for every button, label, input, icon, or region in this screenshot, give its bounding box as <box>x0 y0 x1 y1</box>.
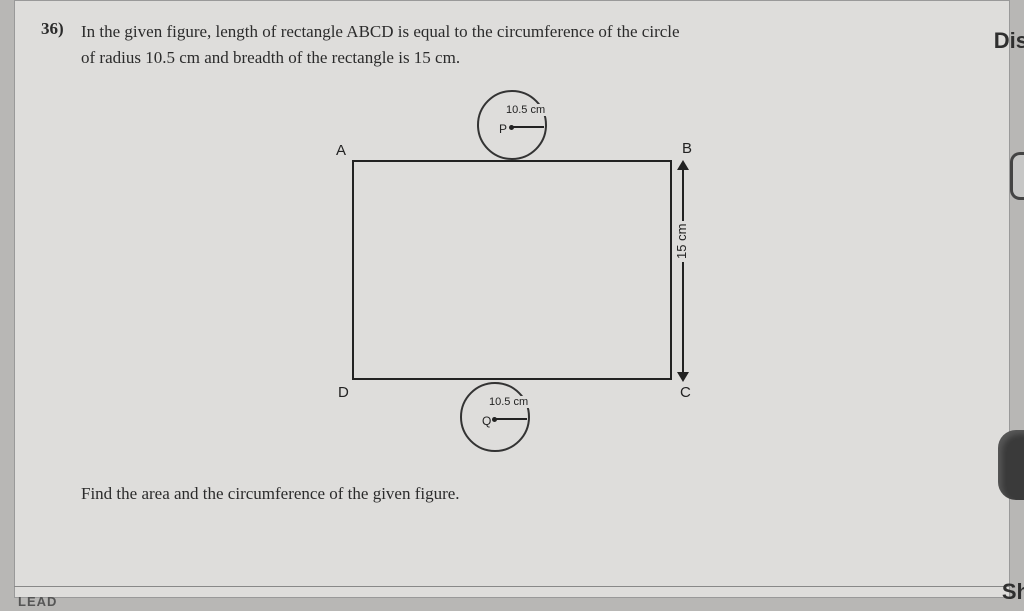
page: 36) In the given figure, length of recta… <box>14 0 1010 598</box>
dimension-line <box>682 162 684 380</box>
question-final-line: Find the area and the circumference of t… <box>81 484 983 504</box>
arrow-down-icon <box>677 372 689 382</box>
breadth-dimension: 15 cm <box>672 162 696 380</box>
circle-top-center-label: P <box>499 122 507 136</box>
question-line-2: of radius 10.5 cm and breadth of the rec… <box>81 48 460 67</box>
corner-label-b: B <box>682 140 692 157</box>
corner-label-c: C <box>680 384 691 401</box>
circle-bottom-radius-line <box>495 418 527 420</box>
footer-fragment: LEAD <box>18 594 57 609</box>
question-number: 36) <box>41 19 71 72</box>
edge-hand-shape <box>998 430 1024 500</box>
figure: 10.5 cm P A B C D 15 cm 10.5 cm Q <box>292 78 732 478</box>
rectangle-abcd <box>352 160 672 380</box>
divider-line <box>14 586 1010 587</box>
circle-top-radius-line <box>512 126 544 128</box>
corner-label-d: D <box>338 384 349 401</box>
question-text: In the given figure, length of rectangle… <box>81 19 680 72</box>
circle-bottom-radius-label: 10.5 cm <box>488 396 529 408</box>
circle-top: 10.5 cm P <box>477 90 547 160</box>
circle-top-radius-label: 10.5 cm <box>505 104 546 116</box>
edge-text-dis: Dis <box>994 28 1024 54</box>
figure-wrapper: 10.5 cm P A B C D 15 cm 10.5 cm Q <box>41 78 983 478</box>
edge-shape-icon <box>1010 152 1024 200</box>
circle-bottom-center-label: Q <box>482 414 491 428</box>
corner-label-a: A <box>336 142 346 159</box>
circle-bottom: 10.5 cm Q <box>460 382 530 452</box>
question-row: 36) In the given figure, length of recta… <box>41 19 983 72</box>
question-line-1: In the given figure, length of rectangle… <box>81 22 680 41</box>
breadth-label: 15 cm <box>674 220 689 261</box>
edge-text-sh: Sh <box>1002 579 1024 605</box>
